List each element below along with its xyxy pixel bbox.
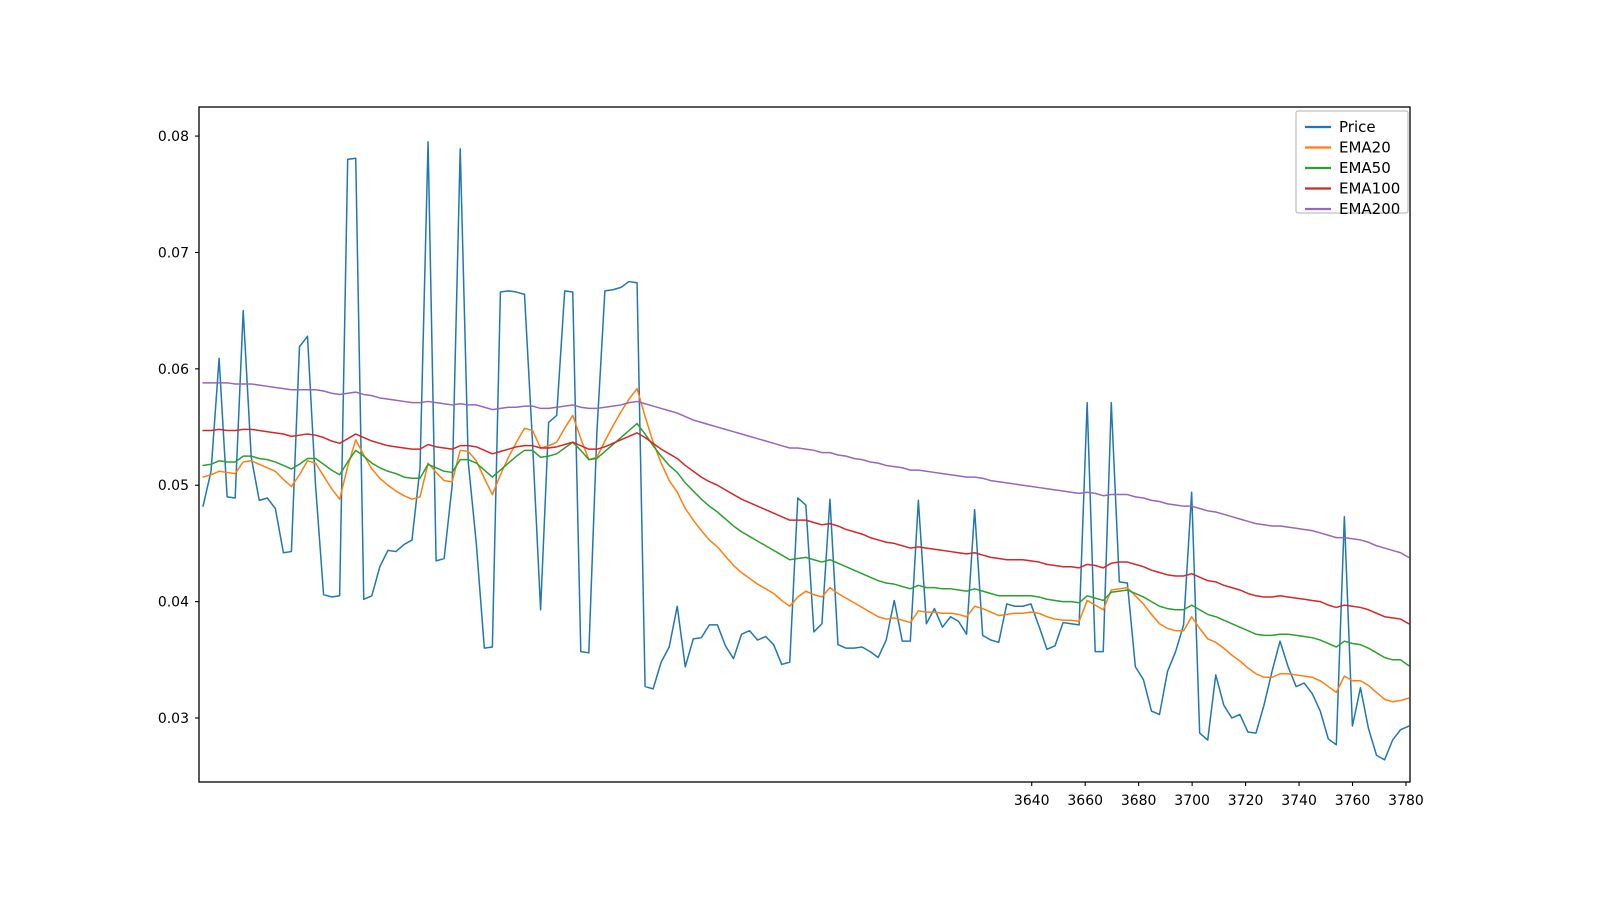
axis-ticks-group: 3640 3660 3680 3700 3720 3740 3760 3780 0.03 0.04… <box>158 129 1424 809</box>
series-line-ema20 <box>202 387 1410 703</box>
y-tick-label: 0.05 <box>158 478 189 494</box>
x-tick-label: 3740 <box>1281 793 1317 809</box>
y-tick-label: 0.03 <box>158 711 189 727</box>
legend-label-ema50[interactable]: EMA50 <box>1339 159 1391 177</box>
chart-legend[interactable]: Price EMA20 EMA50 EMA100 EMA200 <box>1295 110 1409 218</box>
x-tick-label: 3720 <box>1228 793 1264 809</box>
x-tick-label: 3640 <box>1014 793 1050 809</box>
x-tick-label: 3680 <box>1121 793 1157 809</box>
legend-label-ema100[interactable]: EMA100 <box>1339 180 1400 198</box>
legend-label-ema20[interactable]: EMA20 <box>1339 139 1391 157</box>
x-tick-label: 3660 <box>1067 793 1103 809</box>
plot-spines <box>198 106 1411 783</box>
x-tick-label: 3760 <box>1335 793 1371 809</box>
legend-label-ema200[interactable]: EMA200 <box>1339 200 1400 218</box>
series-line-ema200 <box>202 382 1410 559</box>
x-tick-label: 3700 <box>1174 793 1210 809</box>
y-tick-label: 0.04 <box>158 595 189 611</box>
data-series-group <box>202 141 1410 761</box>
y-tick-label: 0.07 <box>158 245 189 261</box>
legend-label-price[interactable]: Price <box>1339 118 1376 136</box>
series-line-price <box>202 141 1410 761</box>
y-tick-label: 0.06 <box>158 362 189 378</box>
y-tick-label: 0.08 <box>158 129 189 145</box>
x-tick-label: 3780 <box>1388 793 1424 809</box>
axes-area <box>198 106 1411 783</box>
series-line-ema100 <box>202 428 1410 625</box>
series-line-ema50 <box>202 422 1410 667</box>
